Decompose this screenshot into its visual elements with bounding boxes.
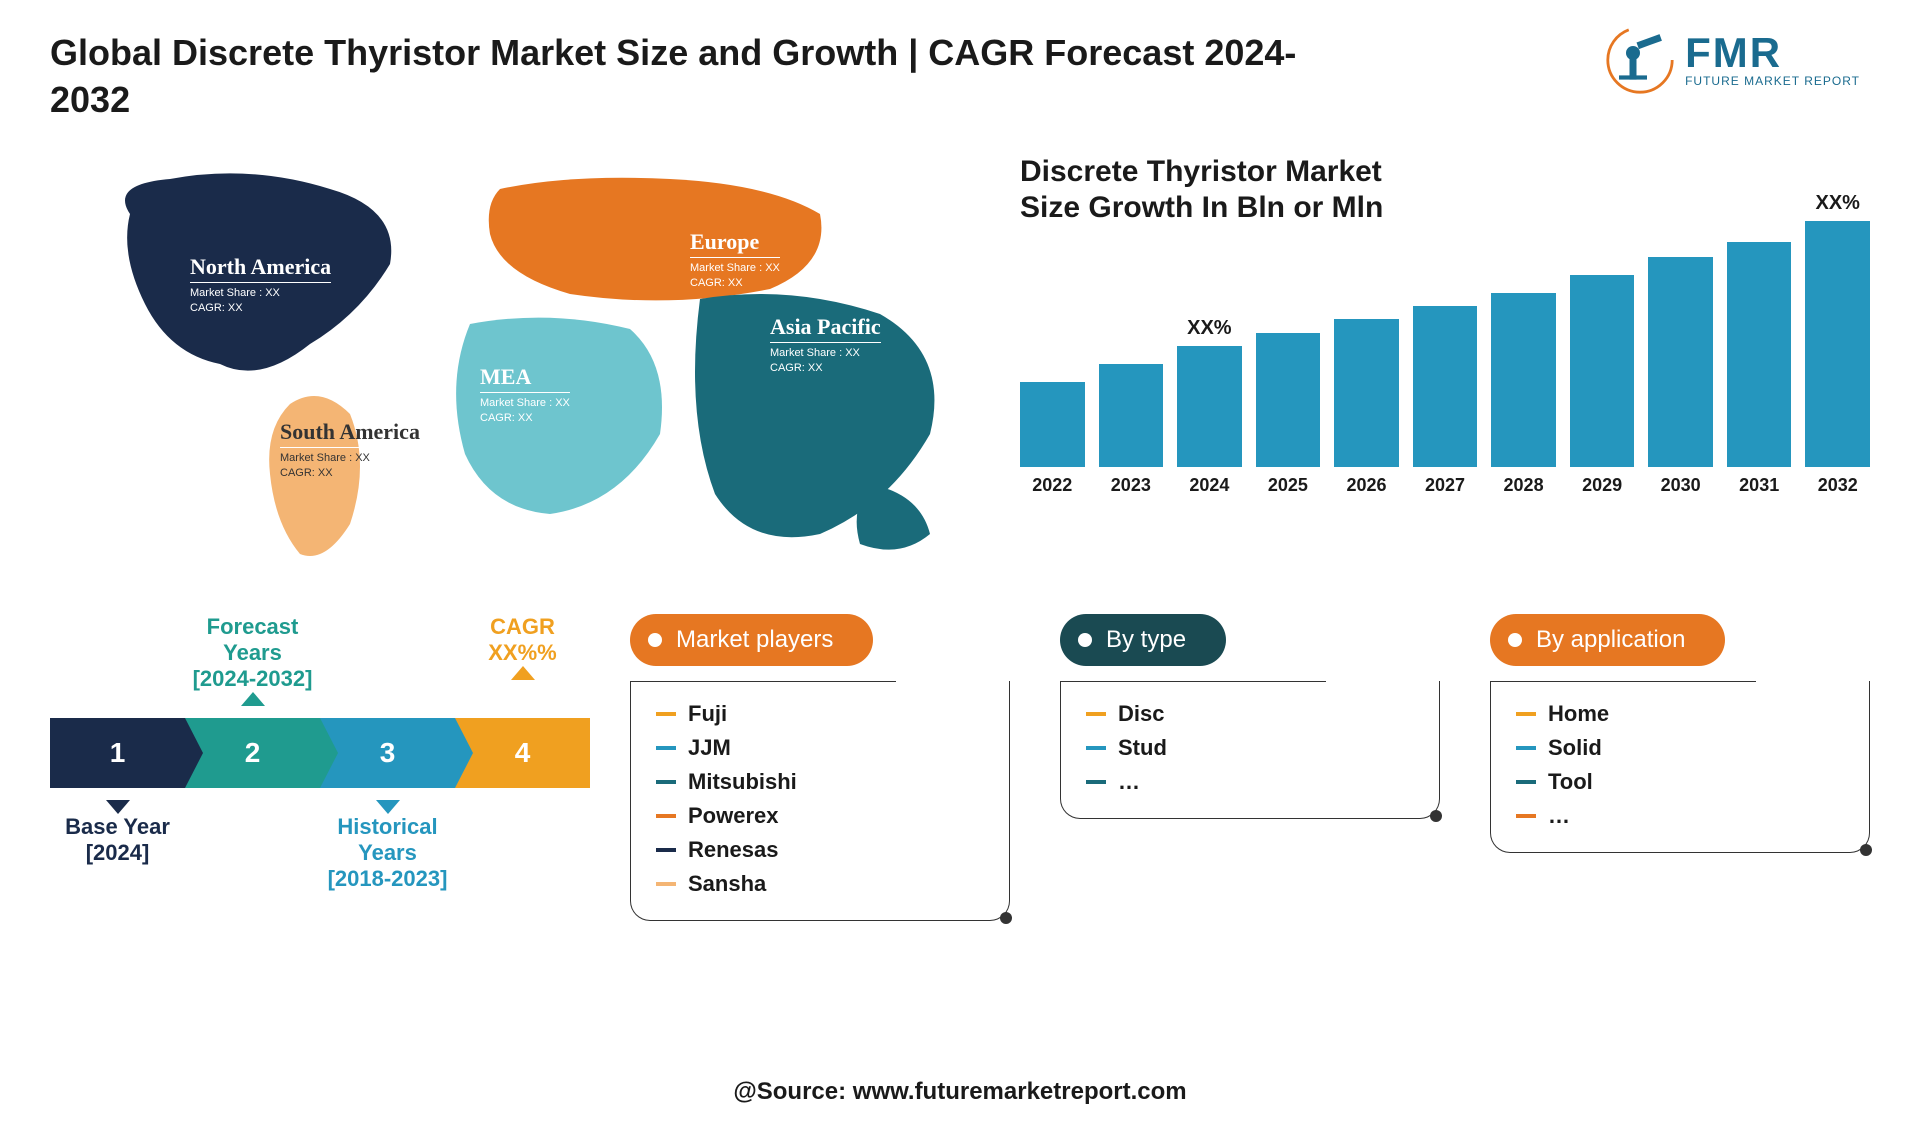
list-item: Renesas [656, 837, 984, 863]
bar-2031: 2031 [1727, 242, 1792, 496]
region-label-europe: EuropeMarket Share : XXCAGR: XX [690, 229, 780, 292]
bar-2023: 2023 [1099, 364, 1164, 496]
bar-2028: 2028 [1491, 293, 1556, 496]
timeline-label: Historical Years[2018-2023] [320, 814, 455, 892]
bar-2030: 2030 [1648, 257, 1713, 496]
list-item: Mitsubishi [656, 769, 984, 795]
telescope-icon [1605, 25, 1675, 95]
timeline-cell-2: 2 [185, 718, 320, 788]
bar-2027: 2027 [1413, 306, 1478, 496]
list-item: Fuji [656, 701, 984, 727]
list-item: Disc [1086, 701, 1414, 727]
list-item: Solid [1516, 735, 1844, 761]
chart-title: Discrete Thyristor Market Size Growth In… [1020, 154, 1420, 226]
category-by-application: By application Home Solid Tool … [1490, 614, 1870, 921]
bar-2029: 2029 [1570, 275, 1635, 496]
pill-header: By type [1060, 614, 1226, 666]
timeline: Forecast Years[2024-2032] CAGRXX%% 1234 B… [50, 614, 590, 892]
list-item: JJM [656, 735, 984, 761]
list-item: Stud [1086, 735, 1414, 761]
timeline-label: Base Year[2024] [50, 814, 185, 866]
pill-header: By application [1490, 614, 1725, 666]
pill-header: Market players [630, 614, 873, 666]
list-item: … [1516, 803, 1844, 829]
fmr-logo: FMR FUTURE MARKET REPORT [1605, 25, 1860, 95]
timeline-label: CAGRXX%% [455, 614, 590, 666]
world-map: North AmericaMarket Share : XXCAGR: XX So… [50, 154, 990, 554]
list-item: … [1086, 769, 1414, 795]
logo-sub-text: FUTURE MARKET REPORT [1685, 74, 1860, 88]
region-label-north-america: North AmericaMarket Share : XXCAGR: XX [190, 254, 331, 317]
timeline-cell-1: 1 [50, 718, 185, 788]
bar-chart: Discrete Thyristor Market Size Growth In… [1020, 154, 1870, 554]
bar-2026: 2026 [1334, 319, 1399, 495]
bar-2025: 2025 [1256, 333, 1321, 496]
timeline-cell-3: 3 [320, 718, 455, 788]
source-text: @Source: www.futuremarketreport.com [733, 1078, 1186, 1106]
region-label-south-america: South AmericaMarket Share : XXCAGR: XX [280, 419, 420, 482]
region-label-asia-pacific: Asia PacificMarket Share : XXCAGR: XX [770, 314, 881, 377]
list-item: Tool [1516, 769, 1844, 795]
category-by-type: By type Disc Stud … [1060, 614, 1440, 921]
list-item: Home [1516, 701, 1844, 727]
bar-2022: 2022 [1020, 382, 1085, 496]
timeline-label: Forecast Years[2024-2032] [185, 614, 320, 692]
category-market-players: Market players Fuji JJM Mitsubishi Powerex Re… [630, 614, 1010, 921]
bar-2032: XX%2032 [1805, 221, 1870, 496]
bar-2024: XX%2024 [1177, 346, 1242, 496]
list-item: Powerex [656, 803, 984, 829]
logo-main-text: FMR [1685, 32, 1860, 74]
timeline-cell-4: 4 [455, 718, 590, 788]
region-label-mea: MEAMarket Share : XXCAGR: XX [480, 364, 570, 427]
list-item: Sansha [656, 871, 984, 897]
page-title: Global Discrete Thyristor Market Size an… [50, 30, 1350, 124]
